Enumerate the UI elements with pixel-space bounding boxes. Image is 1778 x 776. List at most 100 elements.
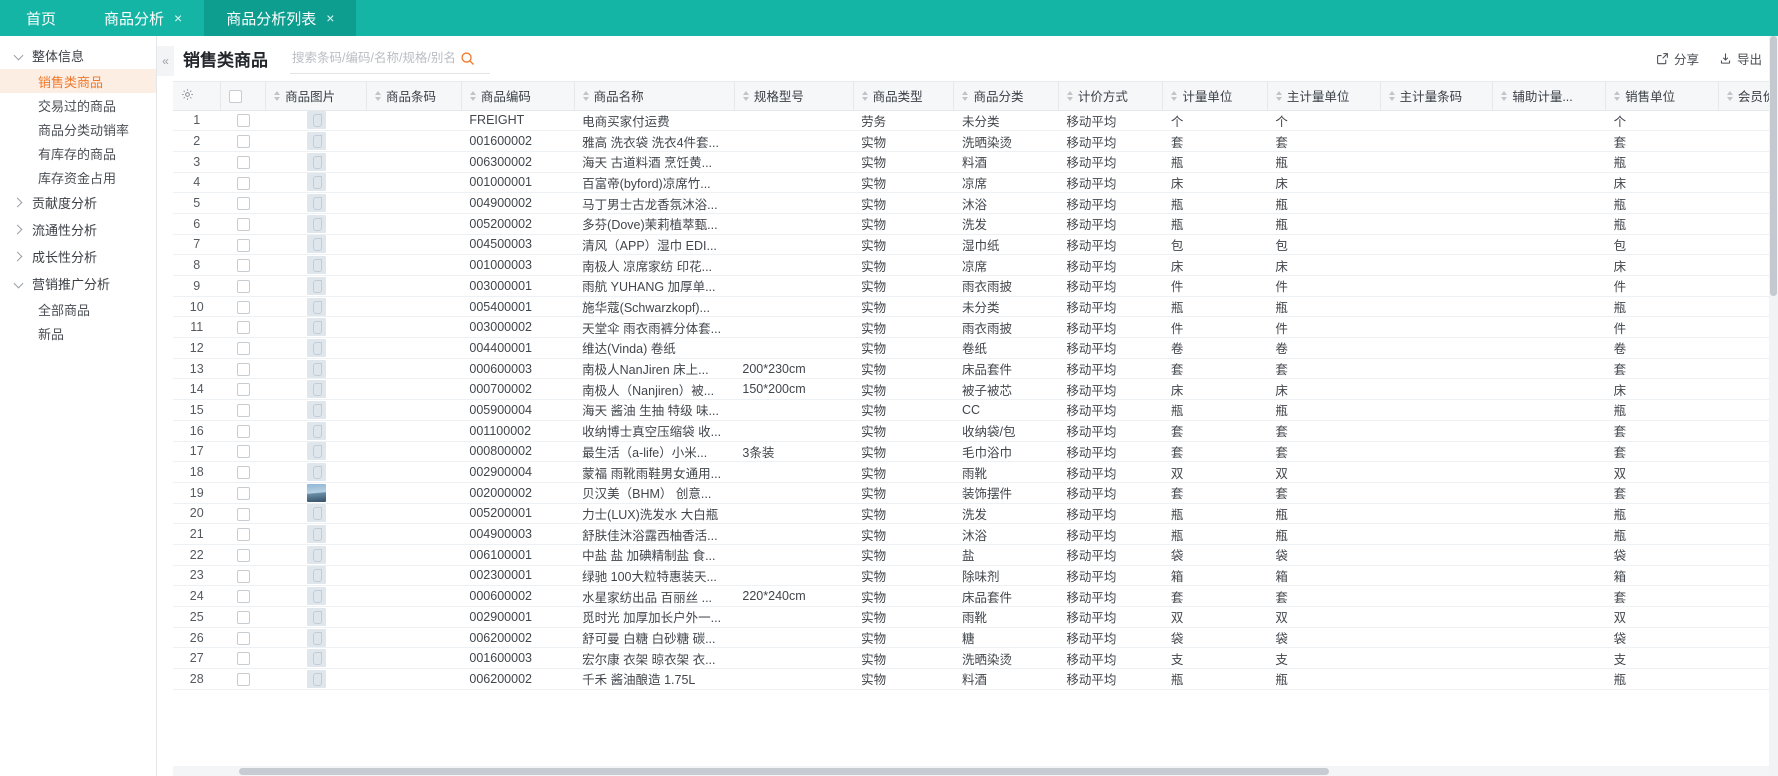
page-vertical-scrollbar[interactable]: [1769, 36, 1778, 776]
row-select-cell[interactable]: [220, 482, 266, 504]
row-checkbox[interactable]: [236, 569, 250, 583]
column-header-member_price[interactable]: 会员价: [1718, 82, 1778, 111]
row-select-cell[interactable]: [220, 316, 266, 339]
sort-icon[interactable]: [1614, 90, 1621, 101]
row-select-cell[interactable]: [220, 565, 266, 587]
sort-icon[interactable]: [1066, 90, 1073, 101]
sidebar-collapse-button[interactable]: «: [157, 46, 174, 76]
table-row[interactable]: 14 000700002 南极人（Nanjiren）被... 150*200cm 实物被…: [173, 378, 1778, 401]
search-icon[interactable]: [458, 49, 476, 67]
row-select-cell[interactable]: [220, 420, 266, 442]
row-select-cell[interactable]: [220, 441, 266, 463]
row-checkbox[interactable]: [236, 342, 250, 355]
row-checkbox[interactable]: [236, 466, 250, 480]
table-row[interactable]: 17 000800002 最生活（a-life）小米... 3条装 实物 毛巾浴巾 移动平均…: [173, 441, 1778, 463]
sidebar-item-all-products[interactable]: 全部商品: [0, 297, 156, 321]
row-checkbox[interactable]: [236, 590, 250, 604]
row-select-cell[interactable]: [220, 523, 266, 545]
row-checkbox[interactable]: [236, 424, 250, 438]
row-checkbox[interactable]: [236, 486, 250, 500]
gear-icon[interactable]: [181, 88, 194, 104]
column-header-barcode[interactable]: 商品条码: [366, 82, 462, 111]
share-button[interactable]: 分享: [1656, 49, 1699, 68]
table-row[interactable]: 1FREIGHT电商买家付运费劳务未分类移动平均个个个否否: [173, 110, 1778, 132]
column-header-category[interactable]: 商品分类: [953, 82, 1059, 111]
sort-icon[interactable]: [582, 90, 589, 101]
row-select-cell[interactable]: [220, 275, 266, 297]
sidebar-item-sales-products[interactable]: 销售类商品: [0, 69, 156, 93]
sort-icon[interactable]: [469, 90, 476, 101]
row-checkbox[interactable]: [236, 259, 250, 273]
column-header-sale_unit[interactable]: 销售单位: [1605, 82, 1719, 111]
sidebar-item-new-products[interactable]: 新品: [0, 321, 156, 345]
sort-icon[interactable]: [374, 90, 381, 101]
row-select-cell[interactable]: [220, 296, 266, 318]
scrollbar-thumb[interactable]: [1770, 36, 1777, 296]
row-checkbox[interactable]: [236, 279, 250, 293]
row-select-cell[interactable]: [220, 606, 266, 628]
table-row[interactable]: 10 005400001 施华蔻(Schwarzkopf)... 实物 未分类 移动平均瓶…: [173, 296, 1778, 318]
row-select-cell[interactable]: [220, 337, 266, 359]
row-select-cell[interactable]: [220, 544, 266, 566]
row-select-cell[interactable]: [220, 254, 266, 276]
scrollbar-thumb[interactable]: [239, 768, 1329, 775]
row-checkbox[interactable]: [236, 548, 250, 562]
table-row[interactable]: 24 000600002 水星家纺出品 百丽丝 ... 220*240cm 实物 床品套件…: [173, 585, 1778, 607]
tab-product-analysis[interactable]: 商品分析 ×: [82, 0, 204, 36]
sort-icon[interactable]: [1726, 90, 1733, 101]
sort-icon[interactable]: [274, 90, 281, 101]
row-select-cell[interactable]: [220, 358, 266, 380]
sidebar-group-marketing[interactable]: 营销推广分析: [0, 270, 156, 297]
row-select-cell[interactable]: [220, 461, 266, 483]
row-checkbox[interactable]: [236, 673, 250, 686]
row-select-cell[interactable]: [220, 110, 266, 132]
close-icon[interactable]: ×: [326, 10, 335, 26]
row-checkbox[interactable]: [236, 528, 250, 542]
row-select-cell[interactable]: [220, 627, 266, 649]
sidebar-item-traded-products[interactable]: 交易过的商品: [0, 93, 156, 117]
close-icon[interactable]: ×: [174, 10, 183, 26]
table-horizontal-scrollbar[interactable]: [173, 766, 1769, 776]
row-checkbox[interactable]: [236, 217, 250, 231]
row-select-cell[interactable]: [220, 130, 266, 152]
column-header-image[interactable]: 商品图片: [265, 82, 367, 111]
column-header-main_unit[interactable]: 主计量单位: [1267, 82, 1381, 111]
column-header-code[interactable]: 商品编码: [461, 82, 575, 111]
sidebar-group-growth[interactable]: 成长性分析: [0, 243, 156, 270]
column-header-pricing[interactable]: 计价方式: [1058, 82, 1164, 111]
row-select-cell[interactable]: [220, 585, 266, 607]
row-select-cell[interactable]: [220, 503, 266, 525]
sort-icon[interactable]: [861, 90, 868, 101]
row-checkbox[interactable]: [236, 155, 250, 169]
row-checkbox[interactable]: [236, 321, 250, 335]
column-settings-header[interactable]: [173, 82, 221, 111]
row-select-cell[interactable]: [220, 192, 266, 214]
sidebar-item-category-turnover[interactable]: 商品分类动销率: [0, 117, 156, 141]
row-select-cell[interactable]: [220, 668, 266, 690]
sidebar-group-contribution[interactable]: 贡献度分析: [0, 189, 156, 216]
select-all-header[interactable]: [220, 82, 267, 111]
row-select-cell[interactable]: [220, 234, 266, 256]
sidebar-item-in-stock-products[interactable]: 有库存的商品: [0, 141, 156, 165]
row-checkbox[interactable]: [236, 238, 250, 252]
row-checkbox[interactable]: [236, 114, 250, 128]
row-checkbox[interactable]: [236, 197, 250, 211]
column-header-unit[interactable]: 计量单位: [1162, 82, 1268, 111]
